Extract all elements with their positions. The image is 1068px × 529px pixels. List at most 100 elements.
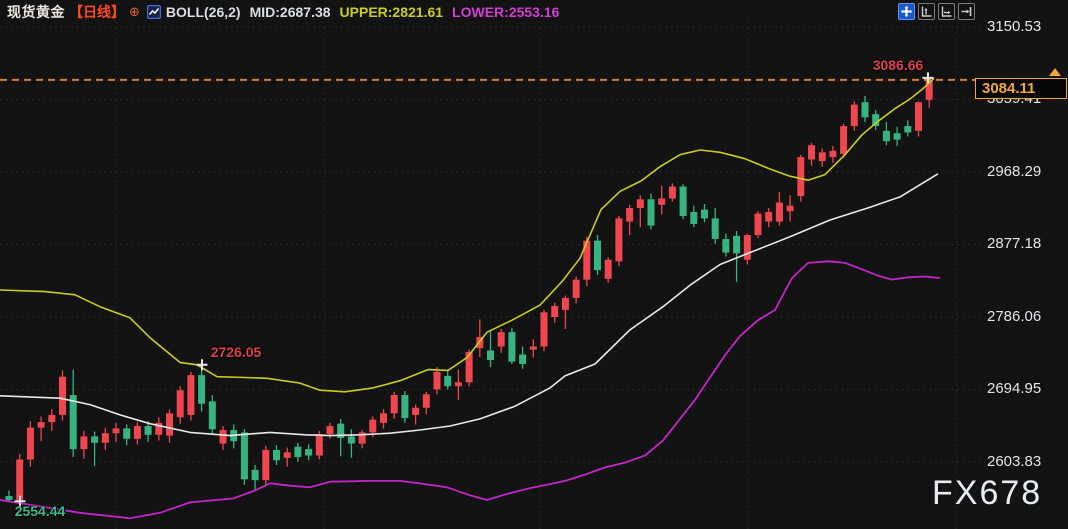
boll-upper-value: UPPER:2821.61 [339,4,444,20]
candle-body [497,332,505,347]
candle-body [176,390,184,418]
candle-body [69,395,77,450]
candle-body [91,436,99,443]
candle-body [765,212,773,222]
candle-body [326,426,334,435]
candle-body [80,436,88,450]
candle-body [808,145,815,160]
chart-header: 现货黄金 【日线】 ⊕ BOLL(26,2) MID:2687.38 UPPER… [7,3,559,21]
candle-body [155,422,163,435]
candle-body [198,375,206,404]
candle-body [37,422,45,428]
candle-body [5,496,13,501]
candle-body [283,452,291,458]
candle-body [529,346,537,350]
boll-mid-value: MID:2687.38 [249,4,331,20]
candle-body [166,413,173,436]
candle-body [540,312,548,347]
pan-tool-button[interactable] [898,3,915,20]
candle-body [59,376,66,415]
candle-body [444,375,452,387]
axis-label: 2877.18 [987,235,1042,253]
y-axis-scale-button[interactable] [918,3,935,20]
candle-body [604,259,612,279]
candle-body [273,449,280,461]
axis-label: 3150.53 [987,17,1042,35]
axis-label: 2786.06 [987,307,1042,325]
candle-body [818,152,826,162]
candle-body [840,126,848,154]
candle-body [433,371,441,390]
axis-label: 2968.29 [987,163,1042,180]
candle-body [915,102,922,131]
candle-body [240,432,248,480]
candle-body [893,133,901,140]
candle-body [594,240,601,271]
candle-body [187,375,195,415]
candle-body [465,352,473,383]
price-arrow-marker [1049,68,1061,76]
candle-body [487,350,494,361]
candle-body [572,279,580,298]
candle-body [422,394,430,408]
session-high-annotation: 3086.66 [872,57,924,73]
candle-body [615,218,623,262]
candle-body [123,428,131,439]
candle-body [551,305,559,318]
cross-marker [14,495,26,507]
candle-body [754,213,762,236]
candle-body [347,436,355,444]
candle-body [647,199,655,226]
candle-body [882,130,890,142]
candle-body [786,205,794,212]
candle-body [305,449,313,456]
candle-body [144,426,152,435]
candle-body [561,297,569,310]
candle-body [390,395,398,414]
indicator-chart-icon[interactable] [146,5,161,19]
candle-body [658,198,666,205]
session-low-annotation: 2554.44 [14,503,66,519]
swing-high-annotation: 2726.05 [210,344,262,360]
candle-body [26,427,34,460]
timeframe-label[interactable]: 【日线】 [69,4,125,20]
axis-label: 2603.83 [987,452,1042,470]
watermark: FX678 [932,474,1043,512]
candle-body [262,449,270,481]
candle-body [294,446,302,458]
candle-body [690,212,698,224]
candle-body [850,104,858,127]
candle-body [380,413,387,423]
candle-body [829,150,837,158]
candle-body [519,354,527,364]
indicator-name[interactable]: BOLL(26,2) [165,4,241,20]
candle-body [208,401,216,430]
candle-body [626,208,634,222]
candle-body [358,432,366,444]
candle-body [369,419,377,433]
candle-body [251,469,259,481]
current-price-value: 3084.11 [982,80,1036,97]
candle-body [583,240,591,280]
candle-body [337,423,345,438]
candle-body [775,202,783,222]
candle-body [508,332,516,362]
candle-body [872,114,880,127]
add-indicator-icon[interactable]: ⊕ [129,4,140,19]
candle-body [133,426,141,439]
chart-toolbar [898,3,975,20]
candle-body [636,199,644,209]
candle-body [112,428,120,434]
candle-body [219,430,227,444]
candle-body [904,126,912,133]
candle-body [16,459,24,501]
candle-body [48,414,56,423]
go-to-latest-button[interactable] [958,3,975,20]
symbol-name: 现货黄金 [7,4,65,20]
boll-mid-line [0,173,939,437]
boll-lower-value: LOWER:2553.16 [452,4,560,20]
x-axis-scale-button[interactable] [938,3,955,20]
candle-body [701,209,708,219]
